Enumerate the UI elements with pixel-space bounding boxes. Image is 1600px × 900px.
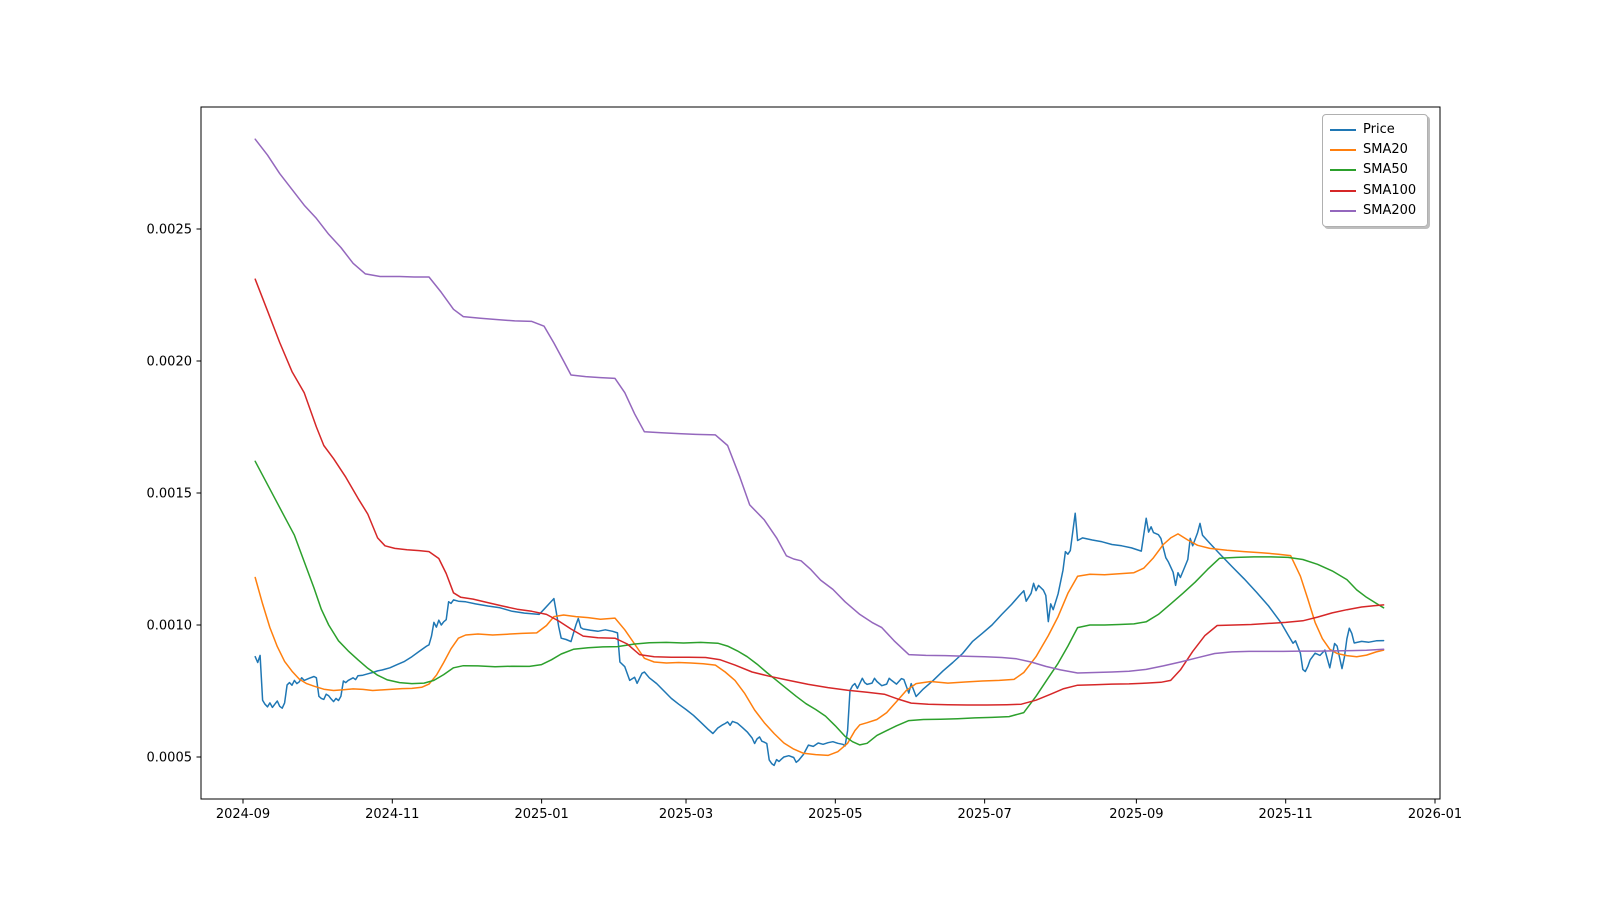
y-tick-label: 0.0025 [147, 223, 193, 238]
legend-label: SMA200 [1363, 202, 1417, 218]
x-tick-label: 2024-09 [216, 807, 270, 822]
legend-label: SMA20 [1363, 142, 1408, 158]
x-tick-label: 2025-07 [957, 807, 1011, 822]
legend: Price SMA20 SMA50 SMA100 SMA200 [1322, 114, 1428, 227]
legend-line-swatch [1330, 149, 1356, 152]
y-tick-label: 0.0005 [147, 751, 193, 766]
plot-border [200, 106, 1441, 800]
series-line-sma200 [254, 138, 1385, 674]
series-line-sma20 [254, 533, 1385, 757]
legend-line-swatch [1330, 189, 1356, 192]
legend-item-sma100: SMA100 [1330, 181, 1421, 201]
legend-label: Price [1363, 122, 1395, 138]
legend-item-sma200: SMA200 [1330, 201, 1421, 221]
x-tick-label: 2025-01 [514, 807, 568, 822]
legend-item-price: Price [1330, 120, 1421, 140]
legend-line-swatch [1330, 169, 1356, 172]
series-line-price [254, 512, 1385, 767]
series-line-sma50 [254, 460, 1385, 746]
x-tick-label: 2025-09 [1109, 807, 1163, 822]
legend-item-sma20: SMA20 [1330, 140, 1421, 160]
x-tick-label: 2025-11 [1259, 807, 1313, 822]
legend-label: SMA100 [1363, 182, 1417, 198]
y-tick-label: 0.0020 [147, 355, 193, 370]
y-tick-label: 0.0015 [147, 487, 193, 502]
legend-item-sma50: SMA50 [1330, 160, 1421, 180]
x-tick-label: 2025-05 [808, 807, 862, 822]
legend-line-swatch [1330, 209, 1356, 212]
y-tick-label: 0.0010 [147, 619, 193, 634]
x-tick-label: 2024-11 [365, 807, 419, 822]
legend-label: SMA50 [1363, 162, 1408, 178]
x-tick-label: 2025-03 [659, 807, 713, 822]
series-line-sma100 [254, 278, 1385, 706]
legend-line-swatch [1330, 129, 1356, 132]
x-tick-label: 2026-01 [1408, 807, 1462, 822]
